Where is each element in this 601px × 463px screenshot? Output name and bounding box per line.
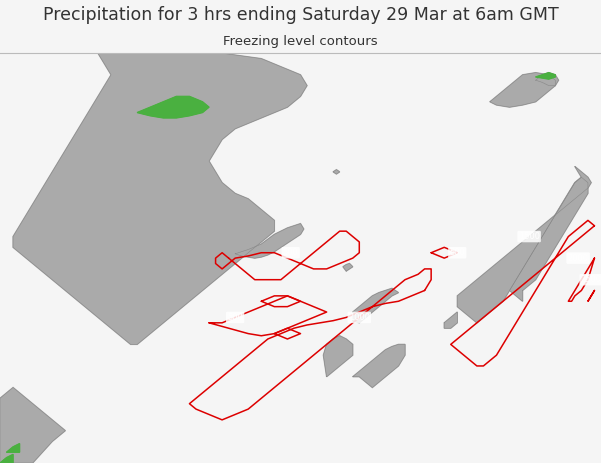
Polygon shape <box>0 388 66 463</box>
Text: Freezing level contours: Freezing level contours <box>223 35 378 48</box>
Polygon shape <box>535 73 555 79</box>
Polygon shape <box>13 37 307 344</box>
Text: 1500: 1500 <box>519 232 540 241</box>
Polygon shape <box>457 167 591 323</box>
Text: 2500: 2500 <box>581 275 601 284</box>
Polygon shape <box>7 444 20 452</box>
Polygon shape <box>235 224 304 258</box>
Text: 500: 500 <box>283 248 299 257</box>
Polygon shape <box>353 344 405 388</box>
Text: Precipitation for 3 hrs ending Saturday 29 Mar at 6am GMT: Precipitation for 3 hrs ending Saturday … <box>43 6 558 24</box>
Text: 1000: 1000 <box>349 313 370 322</box>
Polygon shape <box>323 336 353 377</box>
Polygon shape <box>444 312 457 328</box>
Polygon shape <box>510 177 588 301</box>
Polygon shape <box>353 288 398 323</box>
Text: 500: 500 <box>450 248 465 257</box>
Polygon shape <box>343 263 353 271</box>
Polygon shape <box>0 454 13 463</box>
Polygon shape <box>333 170 340 174</box>
Text: 500: 500 <box>227 313 243 322</box>
Polygon shape <box>490 73 555 107</box>
Text: 2000: 2000 <box>567 254 588 263</box>
Polygon shape <box>535 73 558 86</box>
Polygon shape <box>137 96 209 118</box>
